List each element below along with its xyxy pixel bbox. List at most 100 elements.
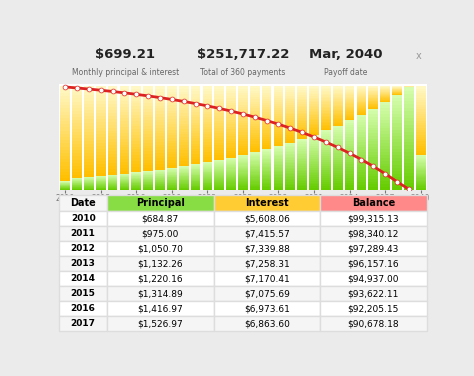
Bar [202,188,212,189]
Bar [273,173,283,174]
Bar [321,164,331,166]
Bar [250,160,260,161]
Bar [404,159,414,162]
Bar [285,133,295,135]
Bar [273,183,283,184]
Bar [380,101,390,102]
Bar [321,98,331,100]
Bar [214,174,224,175]
Bar [155,106,165,108]
Bar [273,162,283,164]
Bar [416,174,426,175]
Bar [214,143,224,146]
Bar [273,178,283,180]
Bar [309,124,319,125]
Bar [226,98,236,100]
Bar [380,108,390,111]
Bar [84,129,94,132]
Bar [226,176,236,177]
Bar [250,166,260,167]
Bar [392,114,402,117]
Bar [345,88,355,89]
Bar [356,108,366,109]
Bar [273,112,283,114]
Bar [72,92,82,96]
Bar [143,186,153,187]
Bar [191,99,201,102]
Bar [356,147,366,150]
Bar [119,187,129,188]
Bar [72,181,82,182]
Bar [309,119,319,120]
Bar [108,175,118,176]
Bar [297,86,307,88]
Bar [262,124,272,126]
Bar [108,180,118,181]
Bar [309,150,319,152]
Bar [333,88,343,89]
Bar [214,161,224,162]
Bar [202,117,212,119]
Bar [309,177,319,179]
Bar [191,128,201,130]
Bar [368,138,378,141]
Bar [368,136,378,138]
Bar [96,128,106,131]
Bar [392,130,402,133]
Bar [179,176,189,177]
Bar [262,122,272,124]
Bar [416,121,426,123]
Bar [226,151,236,153]
Bar [214,160,224,161]
Bar [250,171,260,173]
Bar [214,89,224,91]
Bar [143,175,153,176]
Bar [285,122,295,124]
Bar [392,98,402,102]
Bar [333,164,343,166]
Bar [321,108,331,110]
Bar [202,168,212,169]
Bar [96,143,106,146]
Bar [96,161,106,164]
Bar [179,168,189,169]
Bar [155,100,165,103]
Bar [202,174,212,175]
Bar [84,114,94,117]
Bar [179,175,189,176]
Bar [131,124,141,126]
Bar [345,164,355,167]
Bar [72,138,82,141]
Bar [380,97,390,98]
Bar [214,130,224,133]
Bar [84,181,94,182]
Bar [345,103,355,105]
Bar [238,179,248,180]
Bar [345,123,355,125]
Bar [285,157,295,158]
Bar [191,189,201,190]
Bar [345,111,355,112]
Bar [96,104,106,107]
Bar [72,186,82,187]
Bar [333,91,343,93]
Bar [84,189,94,190]
Bar [262,101,272,103]
Bar [250,154,260,155]
Bar [345,139,355,141]
Bar [179,108,189,110]
Bar [202,182,212,183]
Bar [108,113,118,116]
Bar [262,147,272,149]
Bar [96,137,106,140]
Bar [191,117,201,120]
Bar [309,170,319,171]
Bar [309,184,319,186]
Bar [250,187,260,189]
Bar [72,114,82,117]
Bar [345,114,355,115]
Bar [179,115,189,118]
Bar [214,184,224,185]
Bar [72,123,82,126]
Bar [214,186,224,187]
